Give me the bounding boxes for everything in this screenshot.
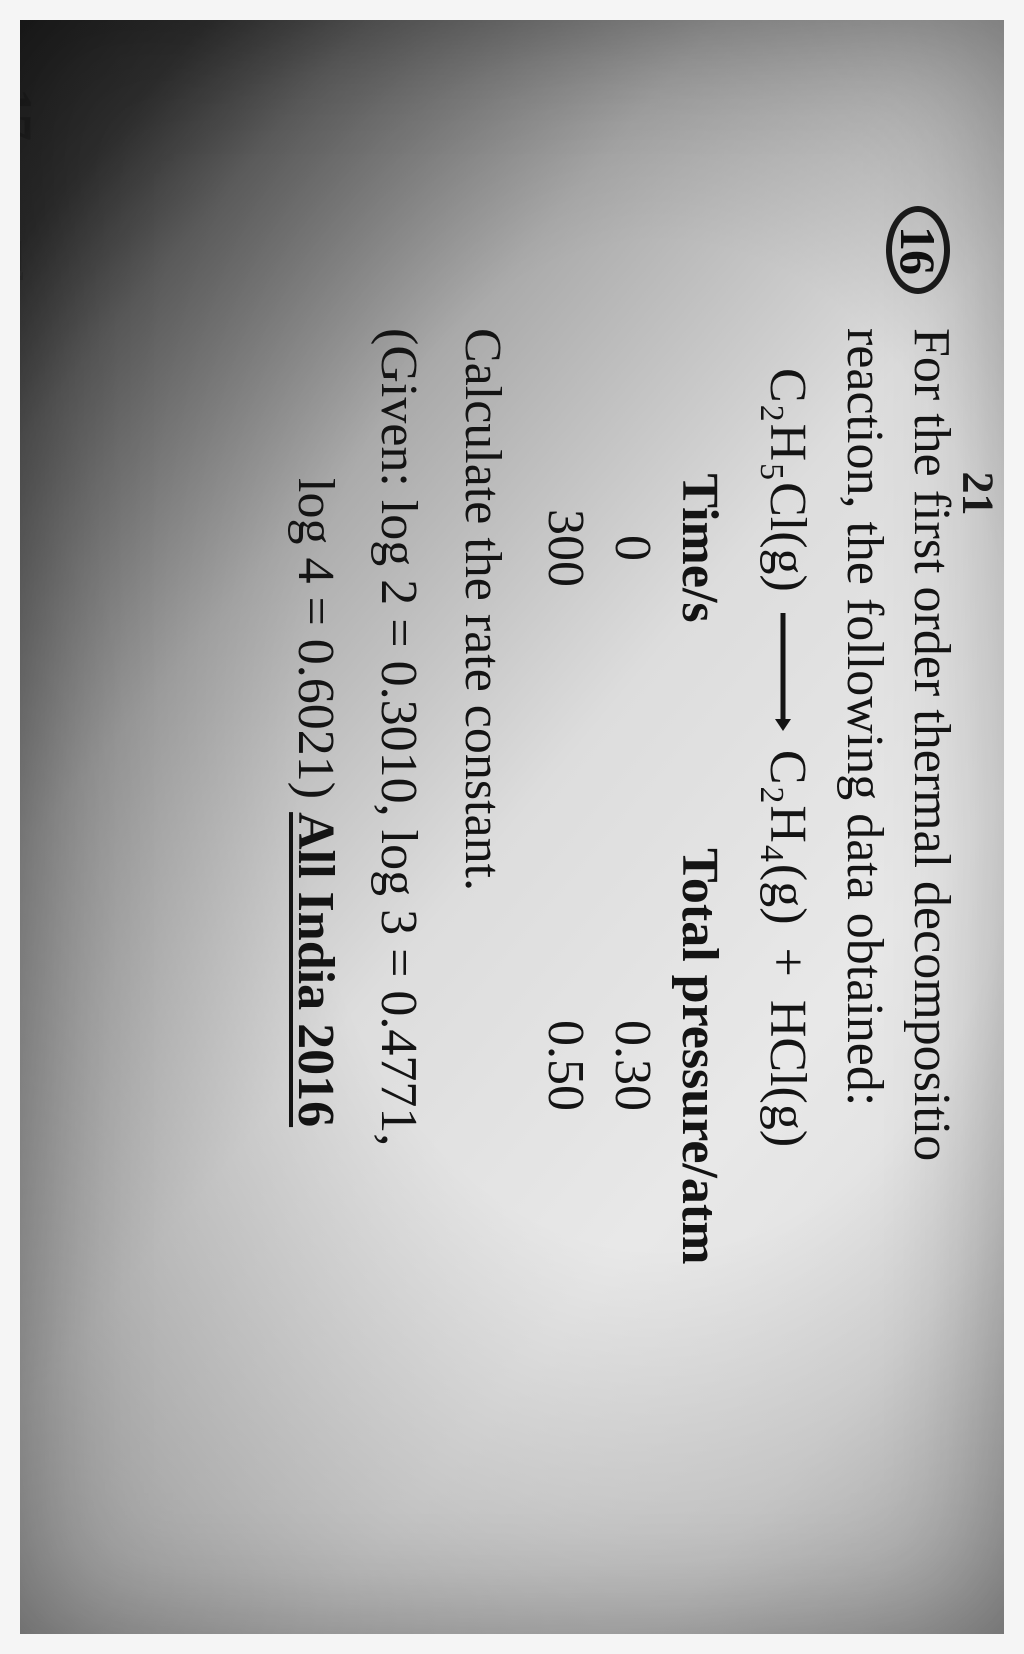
given-log4-prefix: log 4 = [287,478,344,639]
product2: HCl(g) [759,1000,816,1147]
rotated-content: 16 For the first order thermal decomposi… [20,20,1004,1634]
given-close: ) [287,782,344,812]
given-line-1: (Given: log 2 = 0.3010, log 3 = 0.4771, [365,328,433,1524]
next-question-partial-text: Th [20,240,33,298]
pressure-cell-1: 0.50 [532,1020,599,1111]
question-number: 16 [889,226,947,274]
scanned-page: 16 For the first order thermal decomposi… [20,20,1004,1634]
sub-2b: 2 [753,787,790,804]
product1-H: H [759,805,816,843]
given-log2: 0.3010 [370,661,427,804]
given-punc: , [370,1133,427,1146]
plus-sign: + [759,948,816,977]
sub-2a: 2 [753,405,790,422]
time-cell-1: 300 [532,368,599,728]
question-body: For the first order thermal decompositio… [281,328,964,1524]
margin-annotation: 21 [953,472,1004,516]
table-header-time: Time/s [665,368,732,728]
calculate-instruction: Calculate the rate constant. [448,328,516,1524]
given-log3: 0.4771 [370,990,427,1133]
given-prefix: (Given: log 2 = [370,328,427,661]
time-cell-0: 0 [598,368,665,728]
reactant-H: H [759,424,816,462]
given-log4: 0.6021 [287,639,344,782]
reaction-arrow-icon [769,611,797,731]
table-row: 300 0.50 [532,368,599,1524]
question-number-badge: 16 [878,200,958,300]
product1-g: (g) [759,864,816,925]
sub-4: 4 [753,845,790,862]
reactant-Cl: Cl(g) [759,482,816,592]
next-question-number: 17 [20,88,44,140]
chemical-equation: C2H5Cl(g) C2H4(g) + HCl(g) [750,368,825,1524]
product1-C: C [759,750,816,785]
table-row: 0 0.30 [598,368,665,1524]
table-header-row: Time/s Total pressure/atm [665,368,732,1524]
reactant-C: C [759,368,816,403]
given-sep: , log 3 = [370,804,427,991]
data-table: Time/s Total pressure/atm 0 0.30 300 0.5… [532,368,732,1524]
sub-5: 5 [753,463,790,480]
source-reference: All India 2016 [287,812,344,1127]
pressure-cell-0: 0.30 [598,1020,665,1111]
question-text-line-2: reaction, the following data obtained: [831,328,898,1524]
given-line-2: log 4 = 0.6021) All India 2016 [281,478,349,1524]
table-header-pressure: Total pressure/atm [665,848,732,1265]
question-row: 16 For the first order thermal decomposi… [281,200,964,1524]
